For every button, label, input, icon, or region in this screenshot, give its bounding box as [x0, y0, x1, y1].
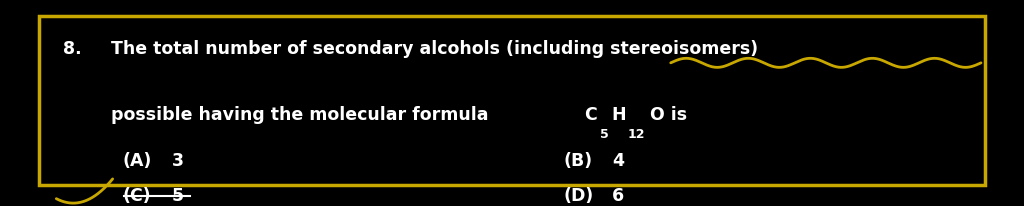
FancyBboxPatch shape	[39, 16, 985, 185]
Text: 6: 6	[612, 187, 625, 205]
Text: O is: O is	[650, 106, 687, 124]
Text: 3: 3	[172, 152, 184, 170]
Text: The total number of secondary alcohols (including stereoisomers): The total number of secondary alcohols (…	[111, 40, 758, 59]
Text: H: H	[611, 106, 627, 124]
Text: 8.: 8.	[63, 40, 82, 59]
Text: 4: 4	[612, 152, 625, 170]
Text: C: C	[584, 106, 596, 124]
Text: (C): (C)	[123, 187, 152, 205]
Text: 5: 5	[599, 128, 608, 142]
Text: 5: 5	[172, 187, 184, 205]
Text: (B): (B)	[563, 152, 592, 170]
Text: (D): (D)	[563, 187, 594, 205]
Text: possible having the molecular formula: possible having the molecular formula	[111, 106, 495, 124]
Text: 12: 12	[628, 128, 645, 142]
Text: (A): (A)	[123, 152, 153, 170]
